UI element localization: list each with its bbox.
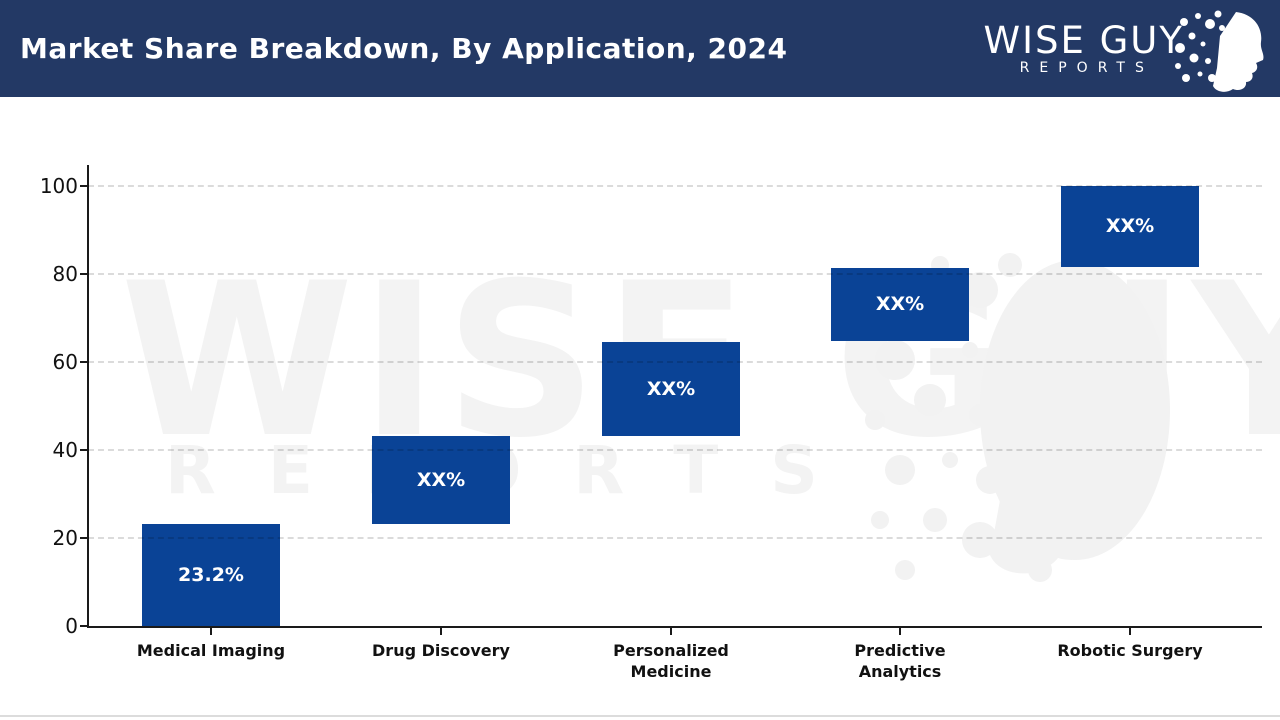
logo-wordmark: WISE GUY [983,18,1184,62]
y-tick-label: 80 [52,262,78,286]
page-title: Market Share Breakdown, By Application, … [20,32,788,65]
y-tick-label: 60 [52,350,78,374]
x-tick-label-line: Medicine [630,662,712,681]
x-tick-mark [670,628,672,635]
logo-subtitle: REPORTS [1019,59,1154,76]
y-tick-mark [80,625,87,627]
x-tick-label-line: Medical Imaging [136,641,286,660]
bar: XX% [1061,186,1199,267]
bar-value-label: 23.2% [178,563,244,586]
x-tick-mark [899,628,901,635]
bar-value-label: XX% [1105,215,1155,238]
bar: XX% [602,342,740,436]
gridline [88,185,1262,187]
y-tick-label: 20 [52,526,78,550]
bottom-divider [0,715,1280,717]
wise-guy-logo-text: WISE GUY REPORTS [984,22,1184,76]
y-tick-label: 0 [65,614,78,638]
y-tick-mark [80,273,87,275]
x-axis-spine [87,626,1262,628]
header-bar: Market Share Breakdown, By Application, … [0,0,1280,97]
x-tick-label-line: Predictive [854,641,946,660]
x-tick-label: Predictive Analytics [800,640,1000,682]
bar: XX% [831,267,969,341]
y-tick-mark [80,185,87,187]
x-tick-label: Robotic Surgery [1030,640,1230,661]
x-tick-label-line: Drug Discovery [372,641,510,660]
bar-value-label: XX% [875,293,925,316]
x-tick-label: Medical Imaging [111,640,311,661]
x-tick-mark [440,628,442,635]
y-axis-spine [87,165,89,628]
y-tick-label: 100 [39,174,78,198]
x-tick-mark [210,628,212,635]
y-tick-mark [80,537,87,539]
y-tick-mark [80,361,87,363]
y-tick-mark [80,449,87,451]
bar-value-label: XX% [646,378,696,401]
x-tick-label-line: Analytics [858,662,942,681]
wise-guy-logo: WISE GUY REPORTS [984,6,1280,92]
x-tick-mark [1129,628,1131,635]
gridline [88,361,1262,363]
bar-value-label: XX% [416,468,466,491]
wise-guy-logo-face-icon [1175,10,1264,92]
bar: XX% [372,435,510,524]
x-tick-label: Personalized Medicine [571,640,771,682]
y-tick-label: 40 [52,438,78,462]
x-tick-label: Drug Discovery [341,640,541,661]
gridline [88,449,1262,451]
x-tick-label-line: Robotic Surgery [1057,641,1203,660]
gridline [88,537,1262,539]
gridline [88,273,1262,275]
bar: 23.2% [142,523,280,626]
x-tick-label-line: Personalized [613,641,729,660]
